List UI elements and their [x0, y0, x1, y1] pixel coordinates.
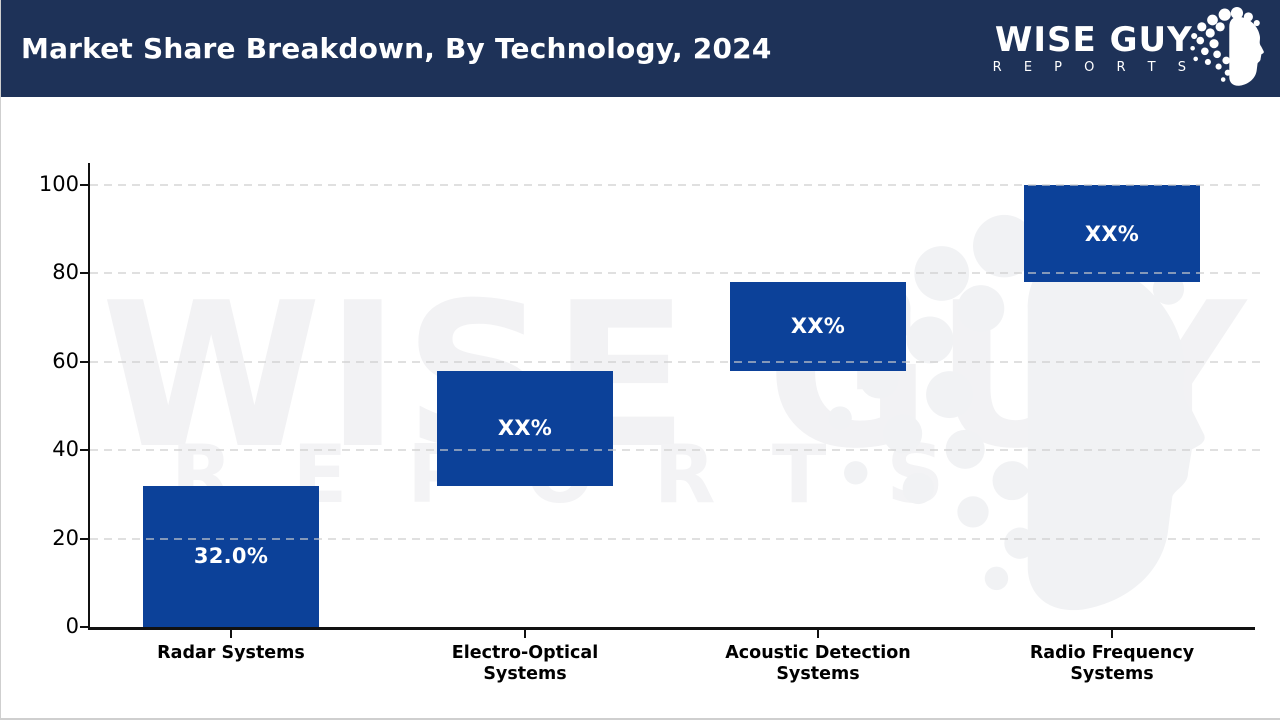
y-tick-mark: [80, 449, 88, 452]
category-label: Radio Frequency Systems: [1029, 643, 1195, 685]
x-tick-mark: [1111, 630, 1113, 638]
x-tick-mark: [230, 630, 232, 638]
y-tick-label: 20: [52, 525, 79, 550]
y-tick-mark: [80, 360, 88, 363]
x-tick-mark: [524, 630, 526, 638]
gridline-80: [90, 272, 1265, 275]
bar-value-label: XX%: [1084, 221, 1140, 246]
page-title: Market Share Breakdown, By Technology, 2…: [21, 32, 772, 65]
y-tick-mark: [80, 626, 88, 628]
wiseguy-logo: WISE GUY R E P O R T S: [993, 6, 1269, 92]
bar-segment: XX%: [437, 370, 613, 486]
wiseguy-logo-reports: R E P O R T S: [992, 60, 1195, 76]
y-tick-mark: [80, 272, 88, 275]
category-label: Electro-Optical Systems: [451, 643, 599, 685]
wiseguy-logo-name: WISE GUY: [994, 19, 1193, 60]
gridline-20: [90, 537, 1265, 540]
x-tick-mark: [817, 630, 819, 638]
y-tick-mark: [80, 537, 88, 540]
bar-value-label: XX%: [790, 314, 846, 339]
gridline-100: [90, 184, 1265, 186]
y-tick-label: 0: [65, 614, 79, 638]
y-tick-label: 100: [38, 172, 79, 196]
bar-segment: 32.0%: [143, 485, 319, 627]
y-tick-mark: [80, 184, 88, 186]
bar-segment: XX%: [1024, 185, 1200, 283]
category-label: Acoustic Detection Systems: [725, 643, 911, 685]
wiseguy-logo-text: WISE GUY R E P O R T S: [992, 19, 1195, 76]
category-label: Radar Systems: [157, 643, 305, 663]
header-banner: Market Share Breakdown, By Technology, 2…: [1, 0, 1280, 97]
gridline-60: [90, 360, 1265, 363]
gridline-40: [90, 449, 1265, 452]
x-axis-line: [88, 627, 1255, 630]
wiseguy-face-icon: [1185, 7, 1269, 91]
y-tick-label: 80: [52, 260, 79, 285]
bar-value-label: 32.0%: [193, 544, 269, 569]
bar-value-label: XX%: [497, 416, 553, 441]
bar-segment: XX%: [730, 282, 906, 371]
y-axis-line: [88, 163, 90, 629]
y-tick-label: 60: [52, 348, 79, 373]
y-tick-label: 40: [52, 437, 79, 462]
